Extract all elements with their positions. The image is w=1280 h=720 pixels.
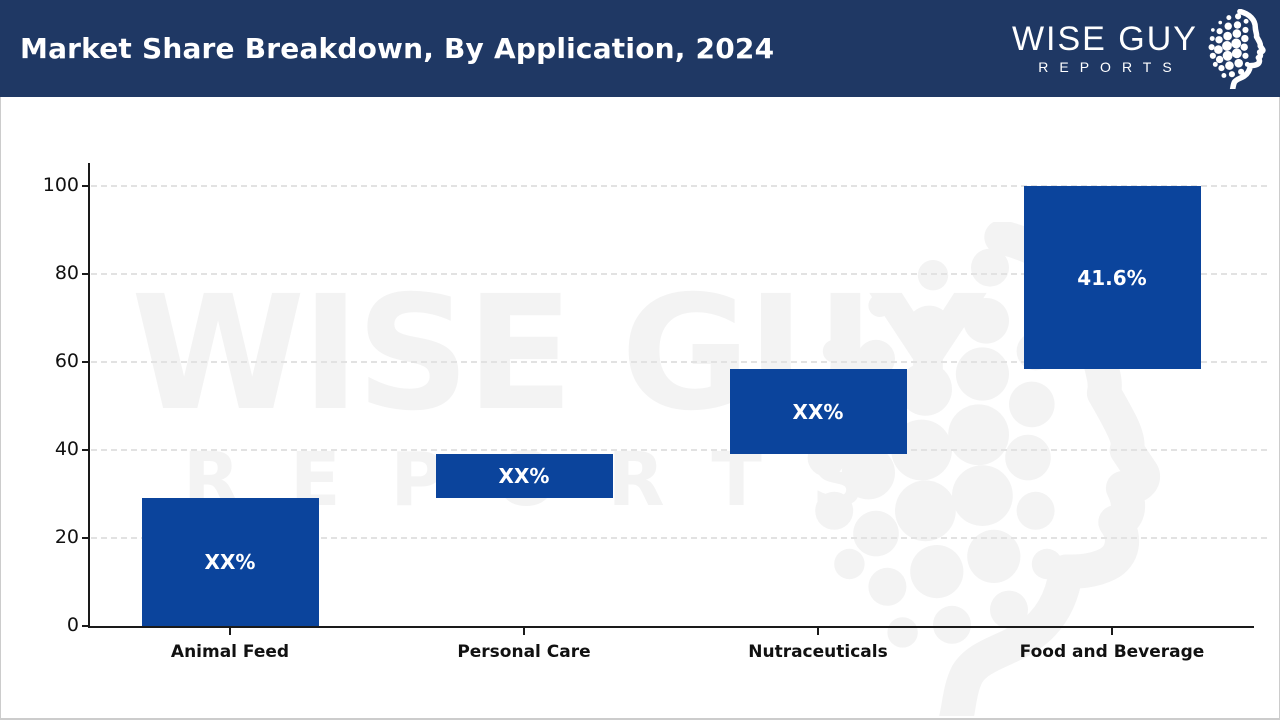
y-tick-label: 20 — [54, 526, 79, 548]
y-tick-mark — [82, 361, 89, 363]
logo-wordmark: WISE GUY — [1011, 19, 1198, 58]
y-tick-mark — [82, 273, 89, 275]
x-category-label: Personal Care — [457, 642, 591, 662]
x-tick-mark — [817, 628, 819, 635]
y-tick-label: 100 — [42, 174, 79, 196]
logo-subtitle: REPORTS — [1038, 59, 1183, 76]
logo-text: WISE GUY REPORTS — [1011, 19, 1198, 76]
x-category-label: Nutraceuticals — [748, 642, 888, 662]
y-tick-label: 0 — [66, 614, 79, 636]
gridline — [91, 273, 1267, 275]
gridline — [91, 361, 1267, 363]
header-bar: Market Share Breakdown, By Application, … — [0, 0, 1280, 97]
x-category-label: Animal Feed — [170, 642, 290, 662]
bar-animal-feed: XX% — [141, 498, 319, 626]
y-tick-label: 40 — [54, 438, 79, 460]
x-category-label: Food and Beverage — [1019, 642, 1205, 662]
y-tick-label: 60 — [54, 350, 79, 372]
bar-value-label: XX% — [204, 550, 256, 575]
dot-face-icon — [1208, 8, 1266, 89]
y-tick-mark — [82, 449, 89, 451]
y-tick-mark — [82, 537, 89, 539]
page-title: Market Share Breakdown, By Application, … — [20, 32, 775, 65]
bar-value-label: XX% — [792, 399, 844, 424]
y-tick-label: 80 — [54, 262, 79, 284]
y-tick-mark — [82, 625, 89, 627]
x-tick-mark — [229, 628, 231, 635]
gridline — [91, 449, 1267, 451]
bar-value-label: XX% — [498, 464, 550, 489]
chart-area: WISE GUY REPORTS — [0, 97, 1280, 720]
x-tick-mark — [523, 628, 525, 635]
y-axis — [88, 163, 90, 628]
gridline — [91, 537, 1267, 539]
x-axis — [88, 626, 1254, 628]
gridline — [91, 185, 1267, 187]
y-tick-mark — [82, 185, 89, 187]
x-tick-mark — [1111, 628, 1113, 635]
bar-personal-care: XX% — [435, 454, 613, 499]
bar-value-label: 41.6% — [1077, 265, 1147, 290]
bar-food-and-beverage: 41.6% — [1023, 186, 1201, 370]
bar-nutraceuticals: XX% — [729, 369, 907, 455]
wise-guy-reports-logo: WISE GUY REPORTS — [1011, 8, 1266, 89]
